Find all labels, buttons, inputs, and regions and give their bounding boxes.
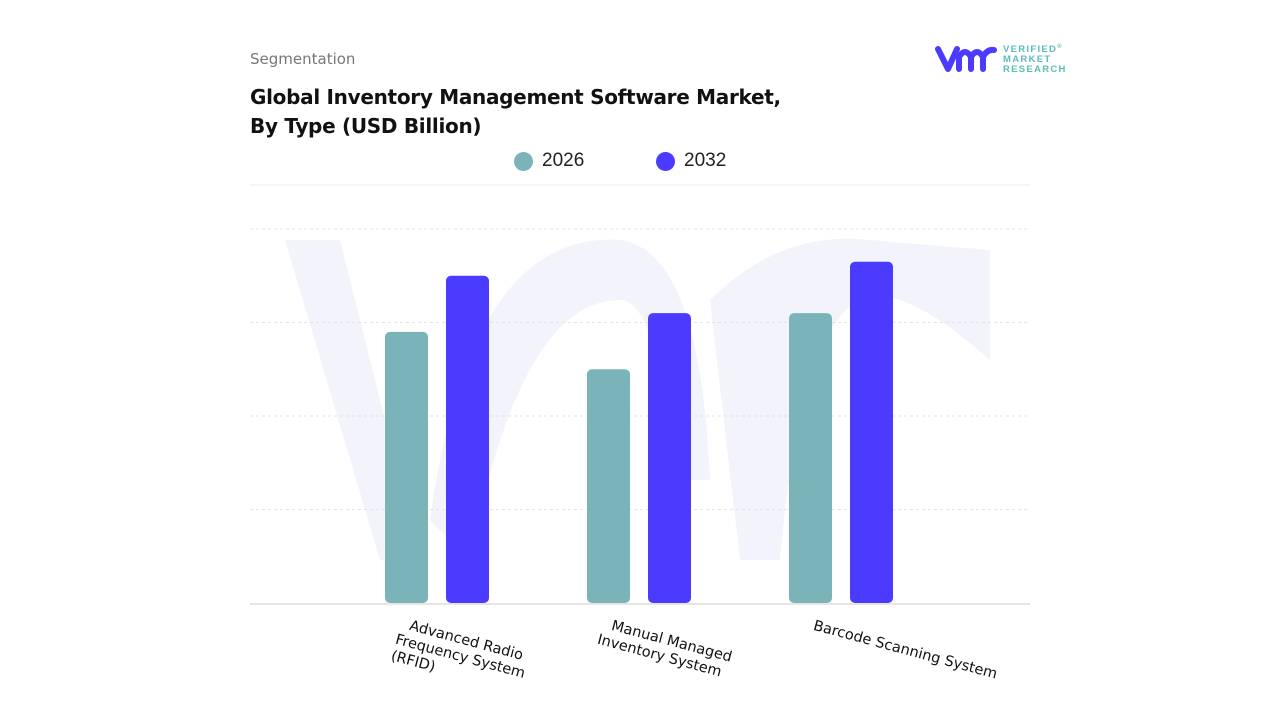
title-line-2: By Type (USD Billion) <box>250 114 482 138</box>
legend-item-2032: 2032 <box>656 150 726 172</box>
x-tick-label-line: Barcode Scanning System <box>812 618 999 683</box>
section-label: Segmentation <box>250 50 356 68</box>
vmr-logo-icon <box>935 45 997 72</box>
bar-2026-0 <box>385 331 428 603</box>
vmr-logo: VERIFIED® MARKET RESEARCH <box>935 42 1067 75</box>
legend-label: 2032 <box>684 150 727 171</box>
x-tick-label: Barcode Scanning System <box>812 618 999 683</box>
chart-title: Global Inventory Management Software Mar… <box>250 83 781 141</box>
bar-2032-2 <box>850 261 893 603</box>
legend-label: 2026 <box>542 150 585 171</box>
x-tick-label: Manual ManagedInventory System <box>596 615 734 682</box>
legend: 2026 2032 <box>0 150 1280 174</box>
legend-swatch-2032 <box>656 151 675 171</box>
title-line-1: Global Inventory Management Software Mar… <box>250 85 781 109</box>
bar-2032-0 <box>446 275 489 603</box>
bar-2026-1 <box>587 369 630 603</box>
legend-item-2026: 2026 <box>514 150 584 172</box>
legend-swatch-2026 <box>514 151 533 171</box>
logo-text: VERIFIED® MARKET RESEARCH <box>1003 44 1067 76</box>
bar-2026-2 <box>789 313 832 603</box>
bar-2032-1 <box>648 313 691 603</box>
x-tick-label: Advanced RadioFrequency System(RFID) <box>389 615 531 698</box>
